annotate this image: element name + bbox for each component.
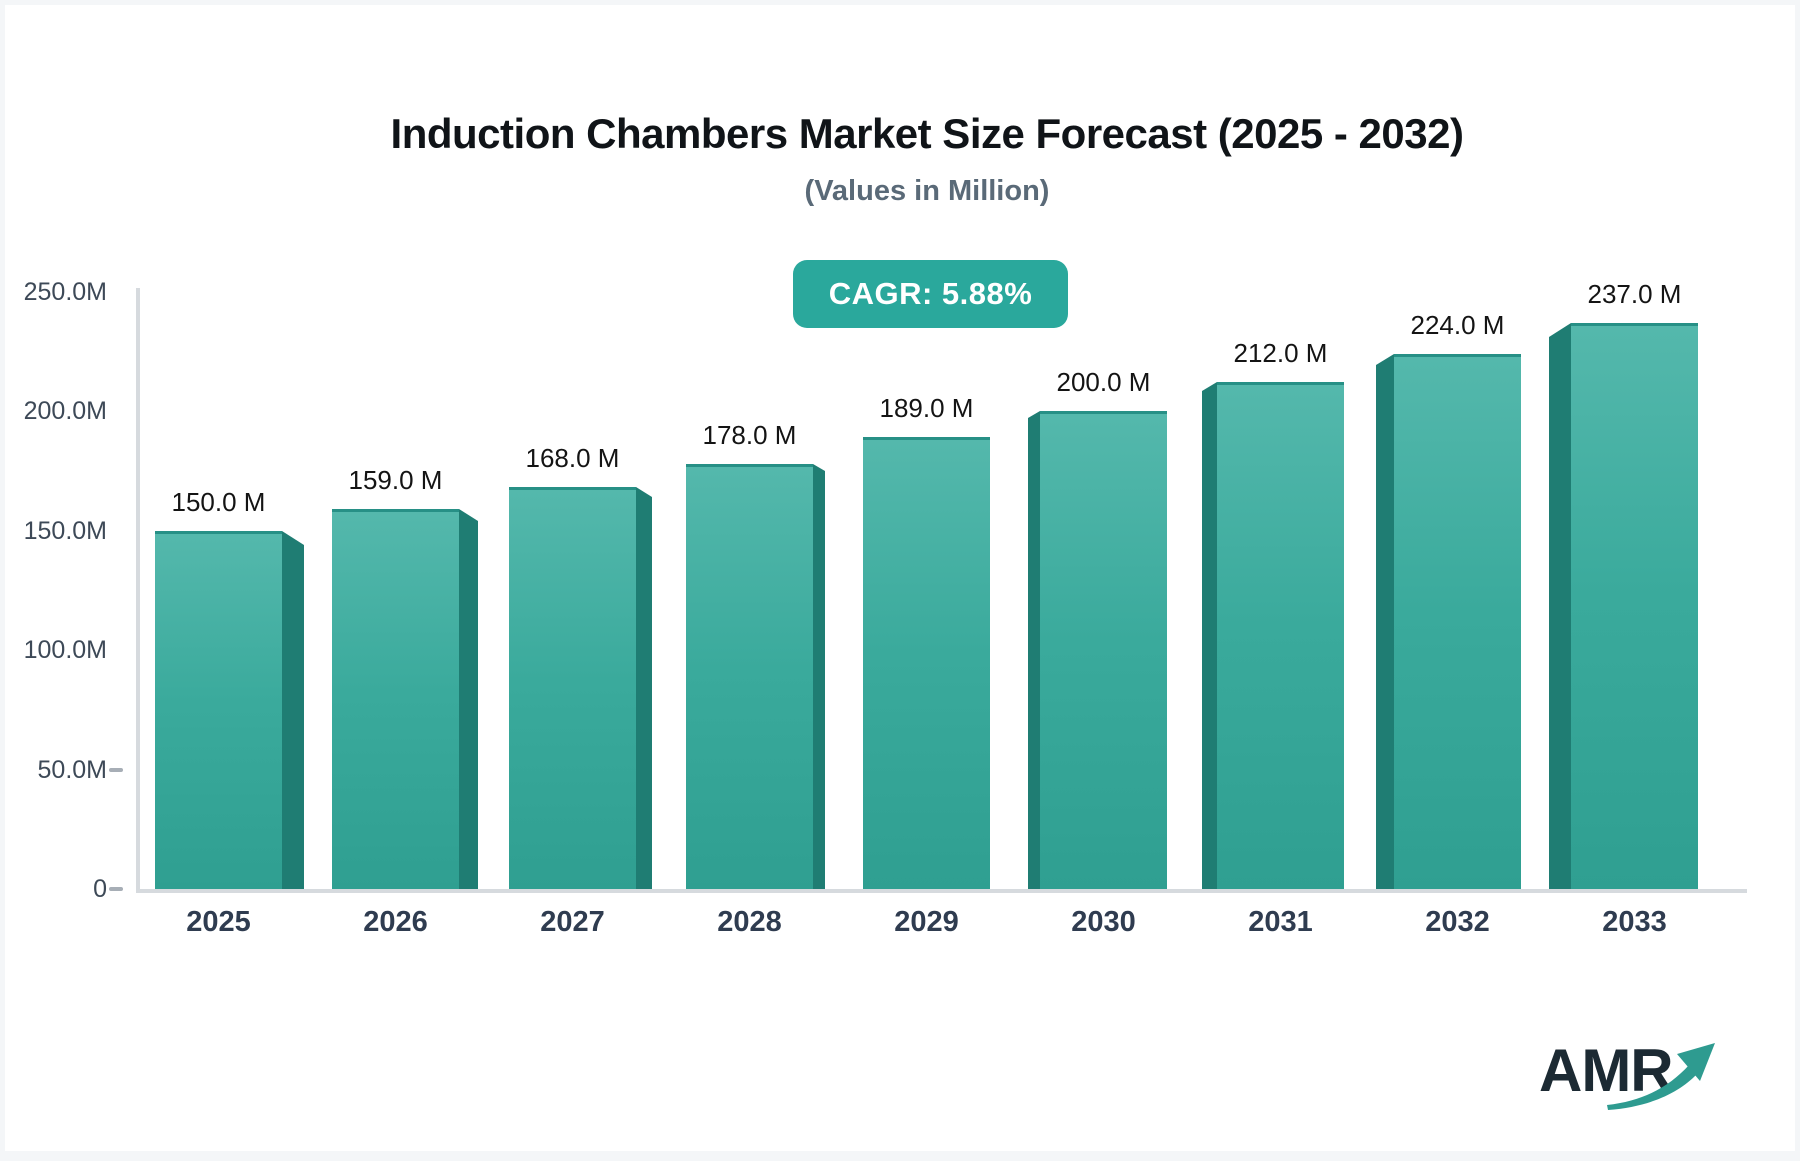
bar-2030[interactable] <box>1040 411 1167 889</box>
x-tick-label-2029: 2029 <box>894 906 959 938</box>
bar-value-label: 178.0 M <box>702 420 797 450</box>
x-tick-label-2027: 2027 <box>540 906 605 938</box>
y-tick-label: 0 <box>93 875 107 903</box>
x-tick-label-2026: 2026 <box>363 906 428 938</box>
amr-logo-text: AMR <box>1539 1037 1674 1104</box>
x-tick-label-2033: 2033 <box>1602 906 1667 938</box>
bar-2025[interactable] <box>155 531 282 889</box>
y-tick-label: 150.0M <box>23 516 107 545</box>
x-tick-label-2032: 2032 <box>1425 906 1490 938</box>
bar-value-label: 189.0 M <box>879 393 974 423</box>
bar-side-face-2031 <box>1202 382 1217 889</box>
chart-title: Induction Chambers Market Size Forecast … <box>390 110 1464 157</box>
bar-value-label: 212.0 M <box>1233 338 1328 368</box>
x-tick-label-2030: 2030 <box>1071 906 1136 938</box>
y-tick-mark <box>109 887 123 891</box>
x-tick-label-2031: 2031 <box>1248 906 1313 938</box>
bar-side-face-2025 <box>282 531 304 889</box>
bar-2032[interactable] <box>1394 354 1521 889</box>
cagr-badge: CAGR: 5.88% <box>793 260 1068 328</box>
bar-2028[interactable] <box>686 464 813 889</box>
bar-2033[interactable] <box>1571 323 1698 889</box>
bar-value-label: 200.0 M <box>1056 367 1151 397</box>
chart-subtitle: (Values in Million) <box>804 175 1050 207</box>
bar-value-label: 159.0 M <box>348 465 443 495</box>
x-tick-label-2025: 2025 <box>186 906 251 938</box>
x-axis-line <box>136 889 1747 893</box>
x-tick-label-2028: 2028 <box>717 906 782 938</box>
bar-side-face-2032 <box>1376 354 1394 889</box>
bar-value-label: 150.0 M <box>171 487 266 517</box>
y-tick-mark <box>109 767 123 772</box>
bar-value-label: 237.0 M <box>1587 279 1682 309</box>
bar-2031[interactable] <box>1217 382 1344 889</box>
y-tick-label: 200.0M <box>23 397 107 425</box>
amr-logo: AMR <box>1539 1041 1739 1131</box>
y-axis-line <box>136 288 140 893</box>
bar-side-face-2030 <box>1028 411 1040 889</box>
cagr-label: CAGR: 5.88% <box>828 276 1033 311</box>
bar-side-face-2033 <box>1549 323 1571 889</box>
bar-2027[interactable] <box>509 487 636 889</box>
bar-side-face-2026 <box>459 509 478 889</box>
chart-card: Induction Chambers Market Size Forecast … <box>5 5 1795 1151</box>
bar-side-face-2028 <box>813 464 825 889</box>
y-tick-label: 250.0M <box>23 277 107 306</box>
bar-2029[interactable] <box>863 437 990 889</box>
plot-area: 250.0M 200.0M 150.0M 100.0M 50.0M 0 150.0 M 15… <box>5 5 1800 1161</box>
y-tick-label: 100.0M <box>23 636 107 664</box>
y-tick-label: 50.0M <box>37 755 107 784</box>
bar-value-label: 224.0 M <box>1410 310 1505 340</box>
bar-value-label: 168.0 M <box>525 443 620 473</box>
bar-side-face-2027 <box>636 487 652 889</box>
bar-2026[interactable] <box>332 509 459 889</box>
